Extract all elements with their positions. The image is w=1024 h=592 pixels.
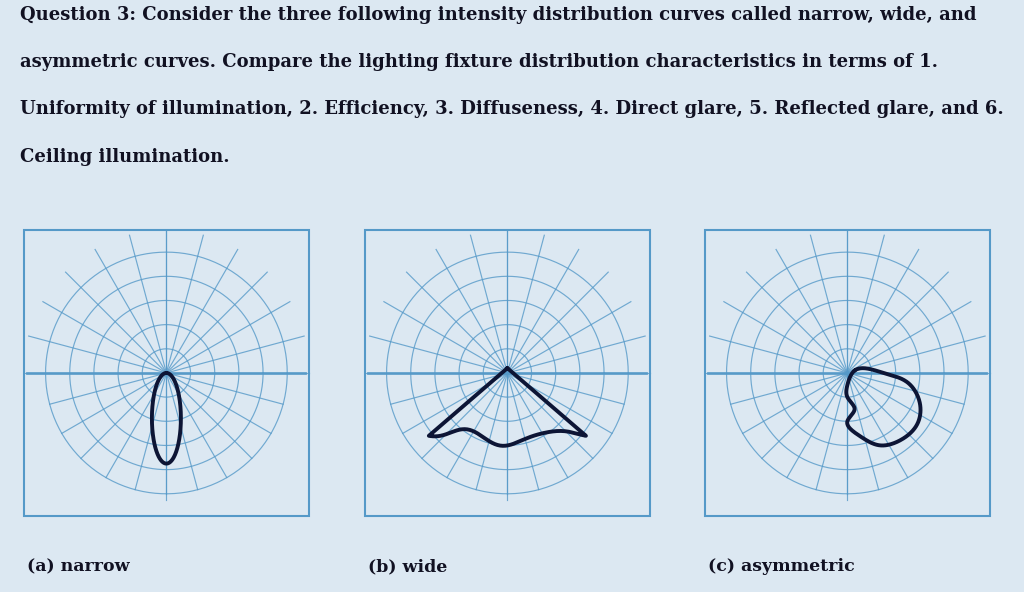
Text: (a) narrow: (a) narrow bbox=[28, 558, 130, 575]
Text: (c) asymmetric: (c) asymmetric bbox=[709, 558, 855, 575]
Text: Ceiling illumination.: Ceiling illumination. bbox=[20, 148, 230, 166]
Text: Question 3: Consider the three following intensity distribution curves called na: Question 3: Consider the three following… bbox=[20, 6, 977, 24]
Text: asymmetric curves. Compare the lighting fixture distribution characteristics in : asymmetric curves. Compare the lighting … bbox=[20, 53, 938, 71]
Text: (b) wide: (b) wide bbox=[369, 558, 447, 575]
Text: Uniformity of illumination, 2. Efficiency, 3. Diffuseness, 4. Direct glare, 5. R: Uniformity of illumination, 2. Efficienc… bbox=[20, 101, 1004, 118]
